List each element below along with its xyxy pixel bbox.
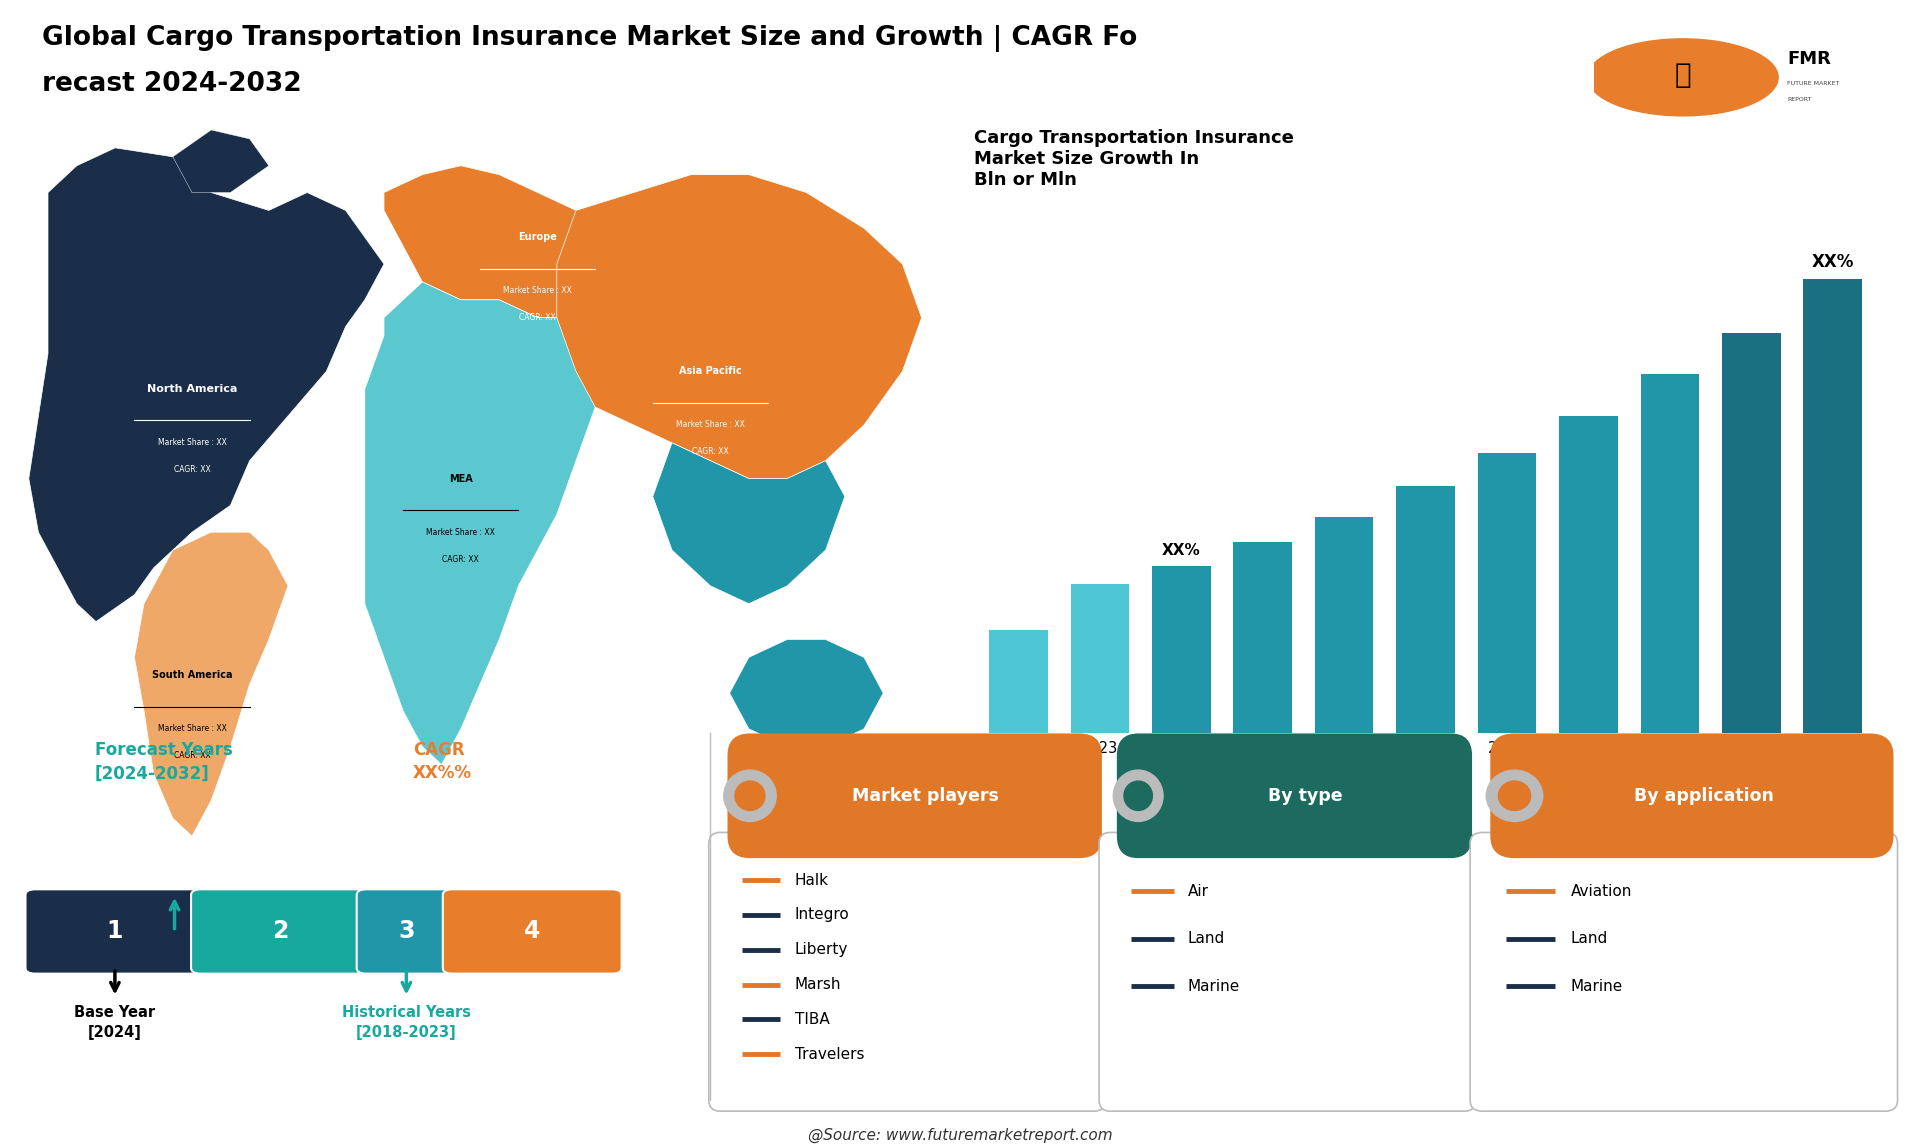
Text: Forecast Years
[2024-2032]: Forecast Years [2024-2032] xyxy=(94,740,232,783)
Polygon shape xyxy=(173,129,269,193)
Text: Market Share : XX: Market Share : XX xyxy=(157,438,227,447)
Bar xyxy=(1559,416,1619,733)
Polygon shape xyxy=(384,166,634,317)
Text: XX%: XX% xyxy=(1162,543,1200,558)
Text: Halk: Halk xyxy=(795,872,829,888)
Text: CAGR: XX: CAGR: XX xyxy=(691,447,730,456)
FancyBboxPatch shape xyxy=(357,889,457,974)
Text: recast 2024-2032: recast 2024-2032 xyxy=(42,71,301,97)
Text: Land: Land xyxy=(1188,932,1225,947)
Text: Market Share : XX: Market Share : XX xyxy=(503,286,572,296)
Text: Aviation: Aviation xyxy=(1571,884,1632,898)
Text: Air: Air xyxy=(1188,884,1210,898)
Text: Market Share : XX: Market Share : XX xyxy=(426,527,495,536)
Text: Market players: Market players xyxy=(852,787,998,804)
Text: TIBA: TIBA xyxy=(795,1012,829,1027)
Text: FUTURE MARKET: FUTURE MARKET xyxy=(1788,81,1839,86)
Polygon shape xyxy=(29,148,384,621)
Text: Base Year
[2024]: Base Year [2024] xyxy=(75,1005,156,1039)
Circle shape xyxy=(1588,39,1778,116)
Text: Historical Years
[2018-2023]: Historical Years [2018-2023] xyxy=(342,1005,470,1039)
Bar xyxy=(1722,333,1780,733)
FancyBboxPatch shape xyxy=(708,832,1106,1112)
Text: Marine: Marine xyxy=(1571,979,1622,994)
Bar xyxy=(1640,375,1699,733)
Polygon shape xyxy=(365,282,595,764)
Circle shape xyxy=(1486,770,1544,822)
Text: Integro: Integro xyxy=(795,908,851,923)
Bar xyxy=(1233,542,1292,733)
Text: 4: 4 xyxy=(524,919,540,943)
Text: CAGR
XX%%: CAGR XX%% xyxy=(413,740,472,783)
Circle shape xyxy=(1498,782,1530,810)
Text: Cargo Transportation Insurance
Market Size Growth In
Bln or Mln: Cargo Transportation Insurance Market Si… xyxy=(973,129,1294,189)
Text: Asia Pacific: Asia Pacific xyxy=(680,367,741,376)
FancyBboxPatch shape xyxy=(728,733,1102,858)
FancyBboxPatch shape xyxy=(25,889,204,974)
Polygon shape xyxy=(864,747,893,783)
Text: Global Cargo Transportation Insurance Market Size and Growth | CAGR Fo: Global Cargo Transportation Insurance Ma… xyxy=(42,25,1137,53)
Bar xyxy=(989,630,1048,733)
Circle shape xyxy=(1123,782,1152,810)
Text: 🌿: 🌿 xyxy=(1674,61,1692,89)
FancyBboxPatch shape xyxy=(1490,733,1893,858)
Text: Liberty: Liberty xyxy=(795,942,849,957)
FancyBboxPatch shape xyxy=(1117,733,1473,858)
Bar xyxy=(1396,486,1455,733)
Circle shape xyxy=(1114,770,1164,822)
FancyBboxPatch shape xyxy=(444,889,622,974)
Text: CAGR: XX: CAGR: XX xyxy=(442,555,480,564)
Polygon shape xyxy=(653,442,845,604)
Text: Marine: Marine xyxy=(1188,979,1240,994)
Text: 2: 2 xyxy=(273,919,288,943)
Text: Europe: Europe xyxy=(518,233,557,242)
Text: Market Share : XX: Market Share : XX xyxy=(157,724,227,733)
Polygon shape xyxy=(557,174,922,479)
Text: By type: By type xyxy=(1267,787,1342,804)
Text: CAGR: XX: CAGR: XX xyxy=(173,751,211,760)
Text: Travelers: Travelers xyxy=(795,1046,864,1062)
Polygon shape xyxy=(730,639,883,747)
FancyBboxPatch shape xyxy=(1471,832,1897,1112)
Text: Marsh: Marsh xyxy=(795,978,841,992)
Text: By application: By application xyxy=(1634,787,1774,804)
Polygon shape xyxy=(134,532,288,837)
Bar xyxy=(1478,453,1536,733)
FancyBboxPatch shape xyxy=(1098,832,1476,1112)
Text: Land: Land xyxy=(1571,932,1609,947)
Text: CAGR: XX: CAGR: XX xyxy=(173,465,211,474)
Text: North America: North America xyxy=(146,384,238,394)
Circle shape xyxy=(724,770,776,822)
Bar xyxy=(1071,583,1129,733)
Text: @Source: www.futuremarketreport.com: @Source: www.futuremarketreport.com xyxy=(808,1129,1112,1144)
Bar xyxy=(1152,566,1212,733)
Text: 3: 3 xyxy=(397,919,415,943)
Text: South America: South America xyxy=(152,670,232,681)
Text: FMR: FMR xyxy=(1788,50,1832,69)
Text: REPORT: REPORT xyxy=(1788,96,1811,102)
Text: 1: 1 xyxy=(108,919,123,943)
Circle shape xyxy=(735,782,764,810)
Text: CAGR: XX: CAGR: XX xyxy=(518,313,557,322)
Text: Market Share : XX: Market Share : XX xyxy=(676,421,745,430)
Text: MEA: MEA xyxy=(449,473,472,484)
Bar xyxy=(1315,517,1373,733)
Polygon shape xyxy=(384,282,422,317)
Text: XX%: XX% xyxy=(1812,253,1855,270)
Bar xyxy=(1803,280,1862,733)
FancyBboxPatch shape xyxy=(192,889,371,974)
